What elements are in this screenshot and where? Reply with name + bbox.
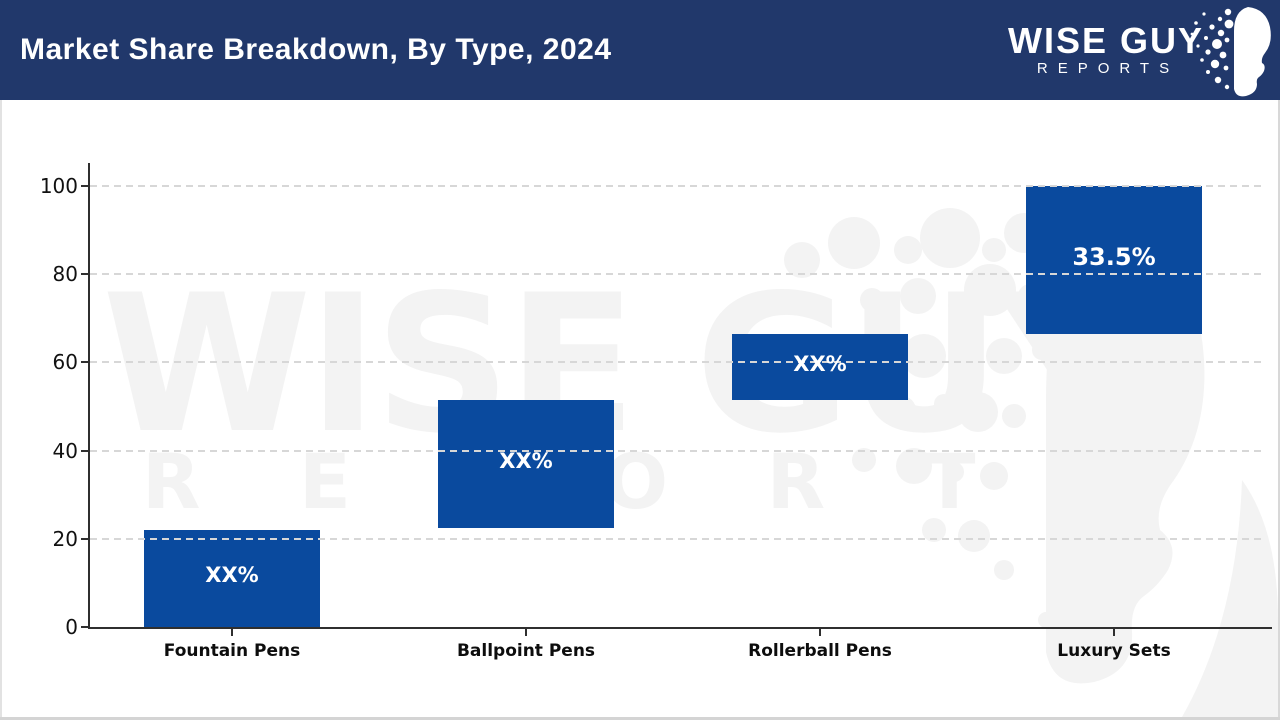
logo-text: WISE GUY REPORTS [1007, 20, 1204, 78]
gridline-40 [90, 449, 1264, 452]
y-axis-tick-label: 80 [52, 262, 78, 287]
x-axis-tick [525, 627, 527, 636]
y-axis-spine [88, 163, 90, 629]
y-axis-tick-20 [81, 537, 89, 540]
y-axis-tick-60 [81, 361, 89, 364]
y-axis-tick-40 [81, 449, 89, 452]
x-axis-tick-label: Luxury Sets [1057, 641, 1171, 661]
x-axis-tick [1113, 627, 1115, 636]
x-axis-tick-label: Fountain Pens [163, 641, 301, 661]
y-axis-tick-label: 0 [65, 615, 78, 639]
y-axis-tick-label: 40 [52, 438, 78, 463]
gridline-60 [90, 361, 1264, 364]
watermark-face-profile [1046, 230, 1205, 684]
watermark-neck-curve [1182, 480, 1278, 717]
logo-subtitle: REPORTS [1036, 60, 1180, 77]
x-axis-spine [88, 627, 1272, 629]
plot-area: WISE GUY R E P O R T S 0 20 40 60 80 [0, 100, 1280, 717]
watermark: WISE GUY R E P O R T S [102, 208, 1278, 717]
logo-wordmark: WISE GUY [1007, 20, 1204, 61]
bar-value-label: XX% [499, 448, 553, 473]
x-axis-tick [231, 627, 233, 636]
bar-value-label: XX% [793, 351, 847, 376]
bar-ballpoint-pens [438, 399, 614, 528]
y-axis-tick-80 [81, 273, 89, 276]
bar-value-label: XX% [205, 563, 259, 588]
x-axis-tick [819, 627, 821, 636]
y-axis-tick-label: 20 [52, 526, 78, 551]
y-axis-tick-0 [81, 626, 89, 628]
bar-fountain-pens [144, 529, 320, 627]
watermark-subtitle: R E P O R T S [142, 437, 1165, 526]
y-axis-tick-label: 60 [52, 350, 78, 375]
bar-luxury-sets [1026, 186, 1202, 334]
y-axis-tick-label: 100 [39, 174, 78, 198]
gridline-100 [90, 185, 1264, 187]
page-title: Market Share Breakdown, By Type, 2024 [20, 33, 612, 66]
wise-guy-reports-logo: WISE GUY REPORTS [1008, 0, 1280, 100]
bar-value-label: 33.5% [1072, 242, 1156, 271]
x-axis-tick-label: Ballpoint Pens [456, 641, 596, 661]
bar-rollerball-pens [732, 333, 908, 400]
logo-face-icon [1190, 7, 1271, 97]
y-axis-tick-100 [81, 185, 89, 187]
header-banner: Market Share Breakdown, By Type, 2024 WI… [0, 0, 1280, 100]
gridline-20 [90, 537, 1264, 540]
x-axis-tick-label: Rollerball Pens [748, 641, 892, 661]
gridline-80 [90, 273, 1264, 276]
